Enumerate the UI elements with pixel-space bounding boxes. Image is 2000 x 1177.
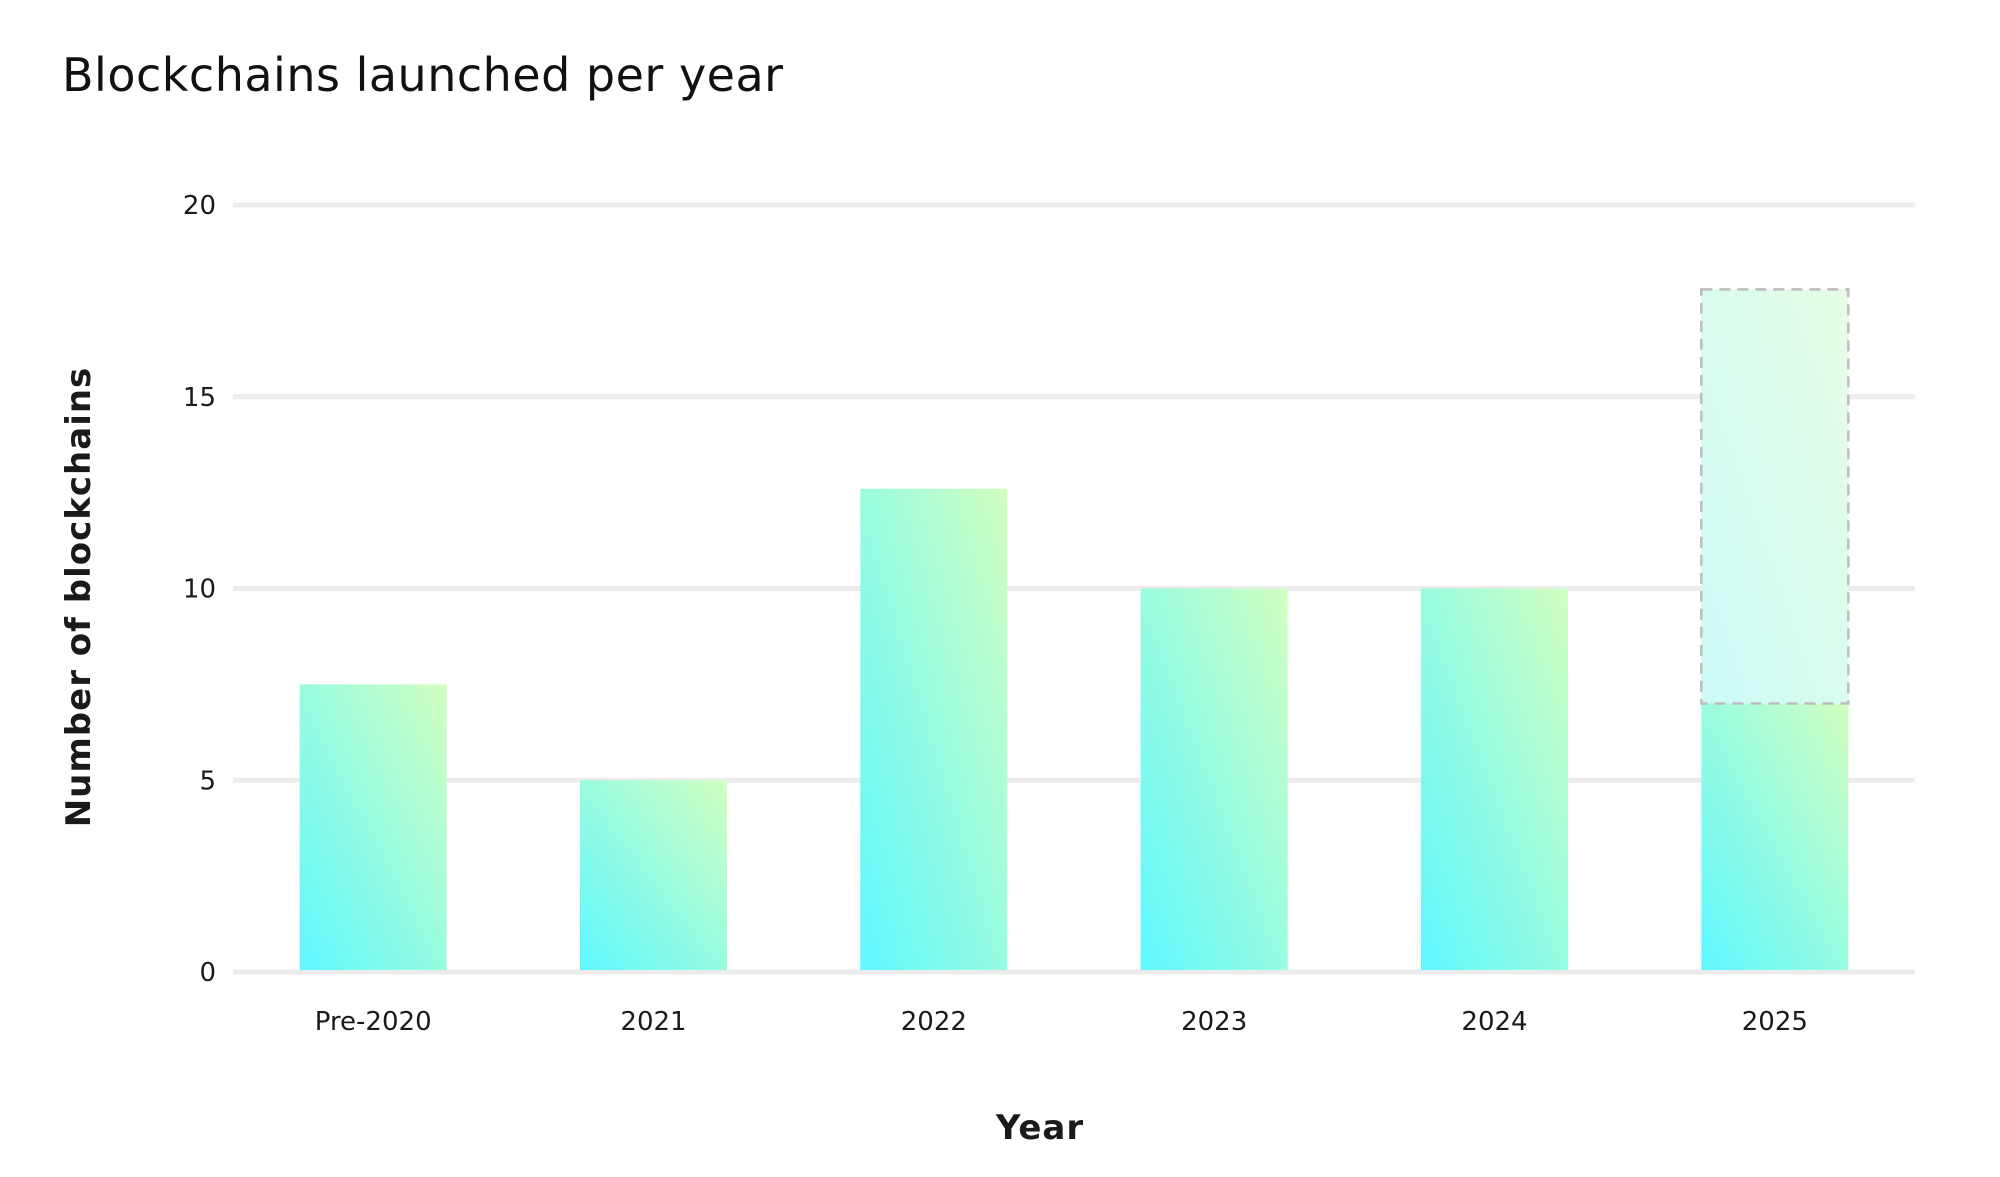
y-tick-label: 10	[183, 575, 216, 605]
x-tick-label: Pre-2020	[315, 1007, 432, 1037]
x-tick-label: 2024	[1461, 1007, 1527, 1037]
bar-2021	[580, 780, 727, 970]
projected-bar-2025	[1700, 288, 1850, 705]
y-tick-label: 20	[183, 191, 216, 221]
bar-2024	[1421, 588, 1568, 970]
bar-2022	[860, 488, 1008, 970]
bar-2023	[1140, 588, 1288, 970]
bar-pre-2020	[299, 684, 447, 970]
x-tick-label: 2022	[901, 1007, 967, 1037]
y-axis-ticks: 0 5 10 15 20	[183, 191, 216, 988]
x-tick-label: 2021	[620, 1007, 686, 1037]
x-tick-label: 2025	[1742, 1007, 1808, 1037]
y-axis-title: Number of blockchains	[59, 367, 99, 828]
x-axis-title: Year	[995, 1108, 1084, 1148]
bars	[299, 288, 1850, 970]
chart-title: Blockchains launched per year	[62, 48, 784, 102]
x-tick-label: 2023	[1181, 1007, 1247, 1037]
y-tick-label: 5	[199, 766, 216, 796]
y-tick-label: 0	[199, 958, 216, 988]
bar-2025	[1701, 703, 1849, 970]
x-axis-ticks: Pre-2020 2021 2022 2023 2024 2025	[315, 1007, 1808, 1037]
y-tick-label: 15	[183, 383, 216, 413]
grid-lines	[233, 202, 1915, 975]
